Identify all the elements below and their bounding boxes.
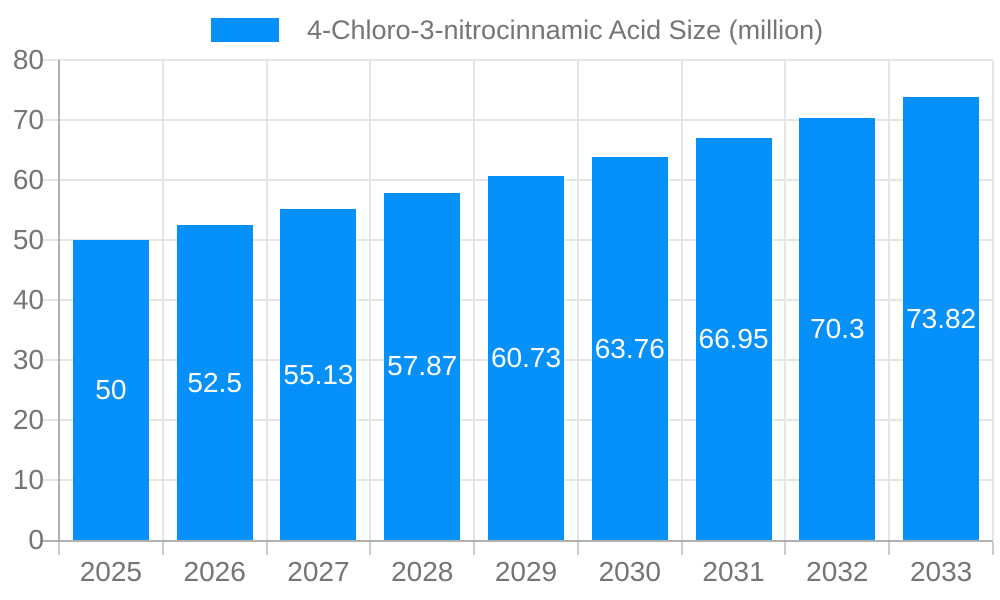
y-gridline xyxy=(42,119,993,121)
y-gridline xyxy=(42,59,993,61)
y-axis-label: 0 xyxy=(28,524,44,555)
x-gridline xyxy=(369,60,372,540)
x-axis-label: 2032 xyxy=(806,556,869,587)
bar[interactable] xyxy=(176,225,253,540)
bar-value-label: 60.73 xyxy=(490,341,562,373)
bar-value-label: 66.95 xyxy=(698,323,769,355)
bar-value-label: 50 xyxy=(95,374,127,405)
x-gridline xyxy=(680,60,683,540)
x-axis-label: 2030 xyxy=(598,556,661,587)
x-tick xyxy=(680,542,683,555)
x-gridline xyxy=(161,60,164,540)
x-axis-label: 2025 xyxy=(79,556,143,587)
x-gridline xyxy=(473,60,476,540)
x-axis-line xyxy=(42,540,993,542)
bar-value-label: 55.13 xyxy=(283,358,354,390)
bar-value-label: 57.87 xyxy=(387,350,458,382)
x-tick xyxy=(992,542,994,555)
y-axis-label: 10 xyxy=(12,464,44,495)
bar[interactable] xyxy=(799,118,876,540)
x-gridline xyxy=(888,60,891,540)
x-gridline xyxy=(576,60,579,540)
x-axis-label: 2031 xyxy=(702,556,765,587)
bar-value-label: 63.76 xyxy=(594,332,665,364)
legend-item[interactable]: 4-Chloro-3-nitrocinnamic Acid Size (mill… xyxy=(211,15,824,45)
y-axis-label: 20 xyxy=(12,404,44,435)
y-axis-label: 30 xyxy=(12,344,44,375)
legend-swatch xyxy=(211,18,279,42)
x-tick xyxy=(888,542,891,555)
bar[interactable] xyxy=(591,157,668,540)
y-axis-label: 80 xyxy=(12,44,44,75)
y-axis-label: 60 xyxy=(12,164,44,195)
bar[interactable] xyxy=(72,240,149,540)
x-tick xyxy=(161,542,164,555)
bar[interactable] xyxy=(280,209,357,540)
x-gridline xyxy=(784,60,787,540)
x-axis-label: 2028 xyxy=(391,556,454,587)
x-axis-label: 2033 xyxy=(909,556,973,587)
bar-value-label: 70.3 xyxy=(810,313,865,345)
x-axis-label: 2026 xyxy=(183,556,246,587)
bar[interactable] xyxy=(488,175,564,540)
bar-value-label: 52.5 xyxy=(187,366,242,398)
x-tick xyxy=(784,542,787,555)
y-axis-label: 50 xyxy=(12,224,44,255)
bar[interactable] xyxy=(384,192,461,540)
bar[interactable] xyxy=(695,138,772,540)
x-tick xyxy=(369,542,372,555)
legend-label: 4-Chloro-3-nitrocinnamic Acid Size (mill… xyxy=(307,15,824,45)
x-gridline xyxy=(992,60,994,540)
x-axis-label: 2029 xyxy=(494,556,558,587)
x-gridline xyxy=(265,60,268,540)
bar[interactable] xyxy=(903,97,980,540)
x-tick xyxy=(265,542,268,555)
y-axis-label: 40 xyxy=(12,284,44,315)
y-axis-label: 70 xyxy=(12,104,44,135)
x-tick xyxy=(576,542,579,555)
x-axis-label: 2027 xyxy=(287,556,350,587)
x-tick xyxy=(58,542,60,555)
bar-value-label: 73.82 xyxy=(906,302,977,334)
x-tick xyxy=(473,542,476,555)
y-axis-line xyxy=(58,60,60,540)
